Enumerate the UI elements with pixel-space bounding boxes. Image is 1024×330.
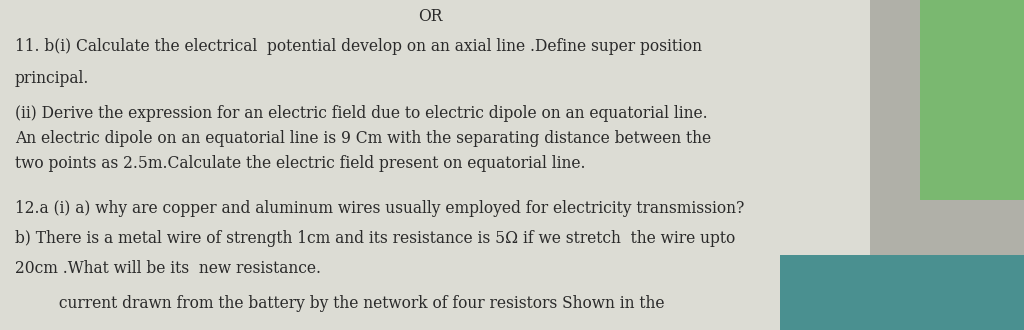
Text: b) There is a metal wire of strength 1cm and its resistance is 5Ω if we stretch : b) There is a metal wire of strength 1cm… (15, 230, 735, 247)
Text: two points as 2.5m.Calculate the electric field present on equatorial line.: two points as 2.5m.Calculate the electri… (15, 155, 586, 172)
Text: current drawn from the battery by the network of four resistors Shown in the: current drawn from the battery by the ne… (15, 295, 665, 312)
Text: 20cm .What will be its  new resistance.: 20cm .What will be its new resistance. (15, 260, 321, 277)
Bar (920, 0, 1024, 200)
Text: 12.a (i) a) why are copper and aluminum wires usually employed for electricity t: 12.a (i) a) why are copper and aluminum … (15, 200, 744, 217)
Text: principal.: principal. (15, 70, 89, 87)
Bar (0, 0, 870, 330)
Bar (870, 0, 1024, 330)
Text: OR: OR (418, 8, 442, 25)
Text: (ii) Derive the expression for an electric field due to electric dipole on an eq: (ii) Derive the expression for an electr… (15, 105, 708, 122)
Text: 11. b(i) Calculate the electrical  potential develop on an axial line .Define su: 11. b(i) Calculate the electrical potent… (15, 38, 702, 55)
Text: An electric dipole on an equatorial line is 9 Cm with the separating distance be: An electric dipole on an equatorial line… (15, 130, 711, 147)
Bar (780, 255, 1024, 330)
